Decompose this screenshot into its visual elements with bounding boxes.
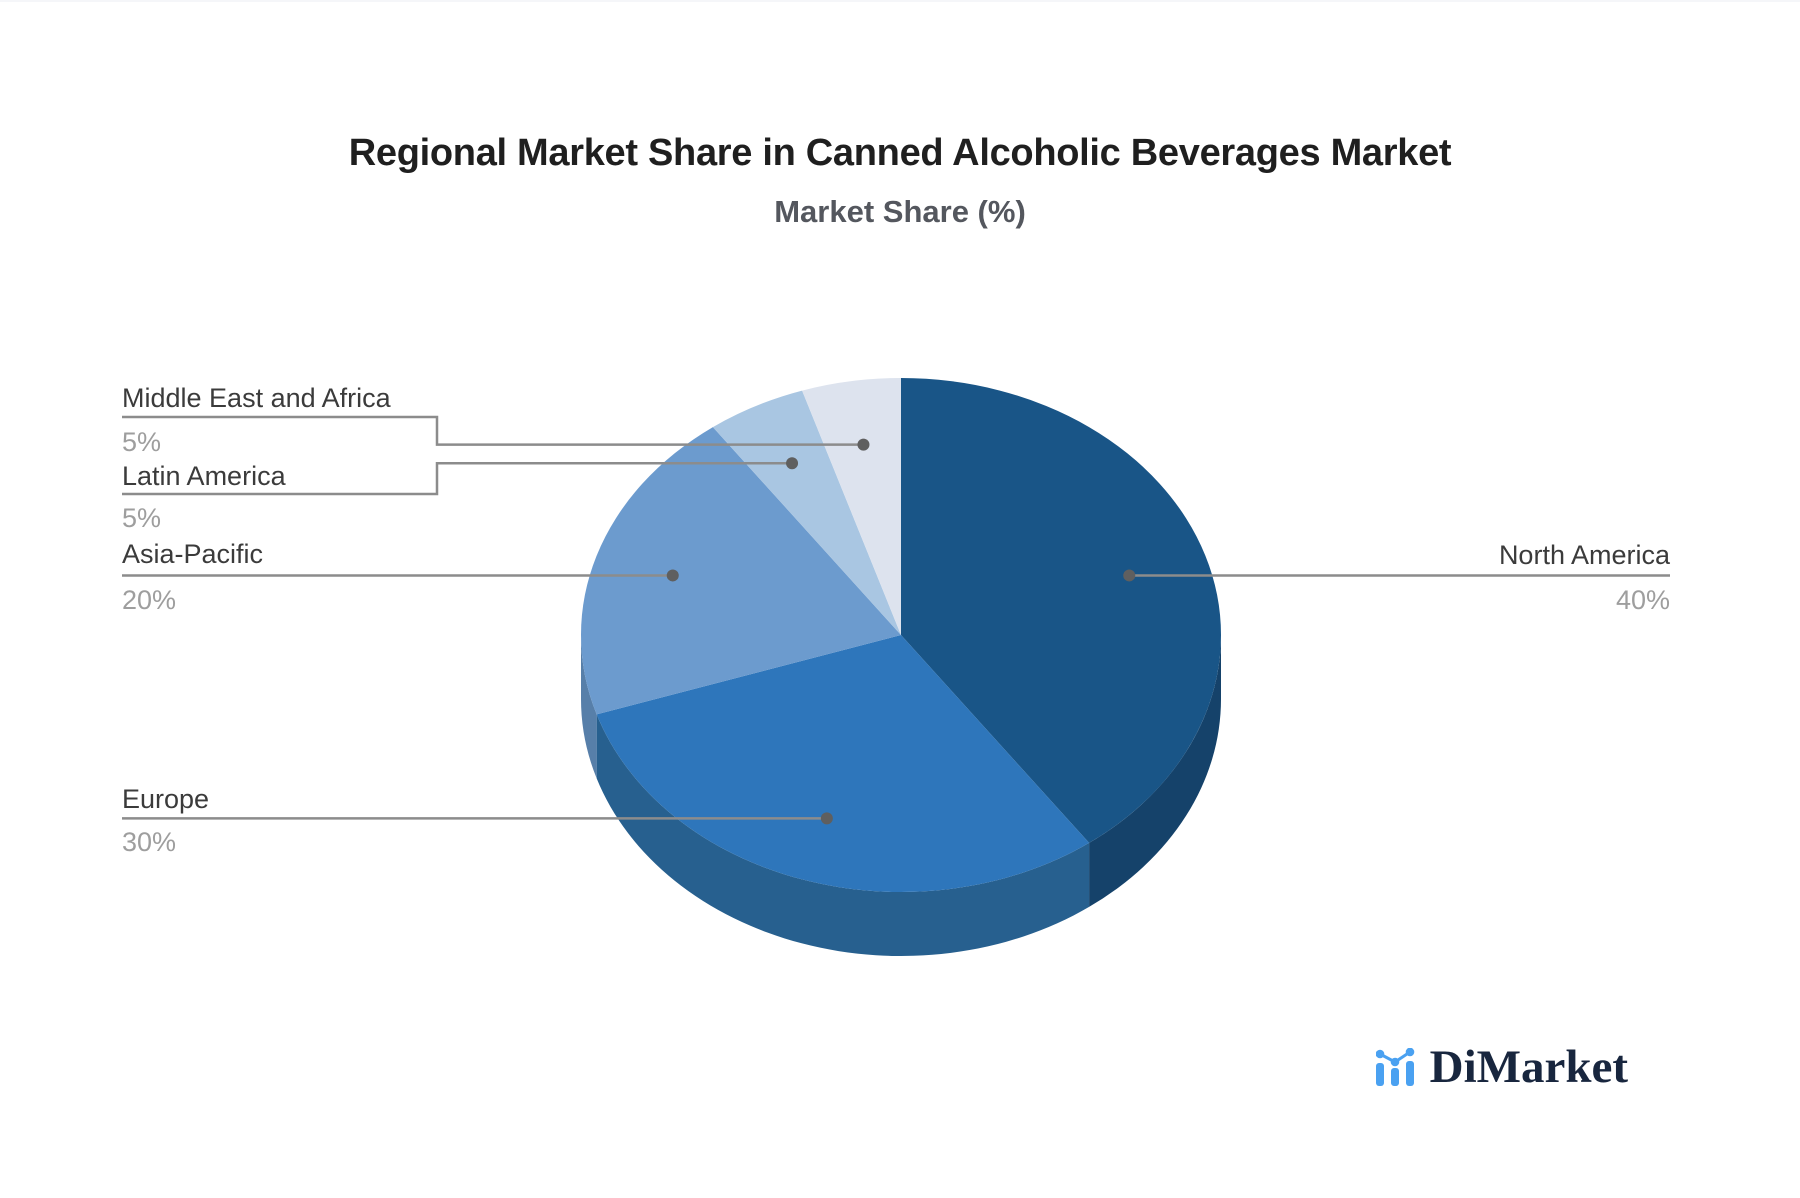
logo: DiMarket: [1375, 1041, 1628, 1093]
slice-value-middle-east-and-africa: 5%: [122, 427, 162, 457]
leader-dot-asia-pacific: [666, 569, 679, 582]
slice-label-middle-east-and-africa: Middle East and Africa: [122, 383, 391, 413]
slice-value-north-america: 40%: [1615, 585, 1670, 615]
logo-text: DiMarket: [1429, 1041, 1628, 1093]
leader-dot-europe: [820, 812, 833, 825]
pie-slice-latin-america[interactable]: [712, 390, 901, 635]
pie-slice-side-asia-pacific: [581, 635, 597, 779]
pie-slice-side-north-america: [1089, 635, 1221, 907]
leader-line-latin-america: [122, 462, 793, 496]
slice-label-latin-america: Latin America: [122, 461, 286, 491]
slice-label-asia-pacific: Asia-Pacific: [122, 539, 264, 569]
slice-value-latin-america: 5%: [122, 503, 162, 533]
leader-dot-north-america: [1123, 569, 1136, 582]
pie-slice-north-america[interactable]: [901, 377, 1222, 843]
leader-dot-latin-america: [786, 457, 799, 470]
pie-slice-middle-east-and-africa[interactable]: [802, 378, 901, 635]
slice-label-north-america: North America: [1498, 540, 1670, 570]
chart-subtitle: Market Share (%): [774, 194, 1026, 229]
leader-line-middle-east-and-africa: [122, 415, 864, 446]
bar-line-chart-icon: [1375, 1048, 1414, 1086]
slice-value-europe: 30%: [122, 827, 177, 857]
slice-value-asia-pacific: 20%: [122, 585, 177, 615]
pie-slice-europe[interactable]: [596, 635, 1090, 893]
leader-dot-middle-east-and-africa: [857, 438, 870, 451]
chart-title: Regional Market Share in Canned Alcoholi…: [348, 132, 1452, 174]
slice-label-europe: Europe: [122, 784, 210, 814]
pie-slice-asia-pacific[interactable]: [580, 427, 901, 715]
pie-slice-side-europe: [596, 714, 1090, 957]
